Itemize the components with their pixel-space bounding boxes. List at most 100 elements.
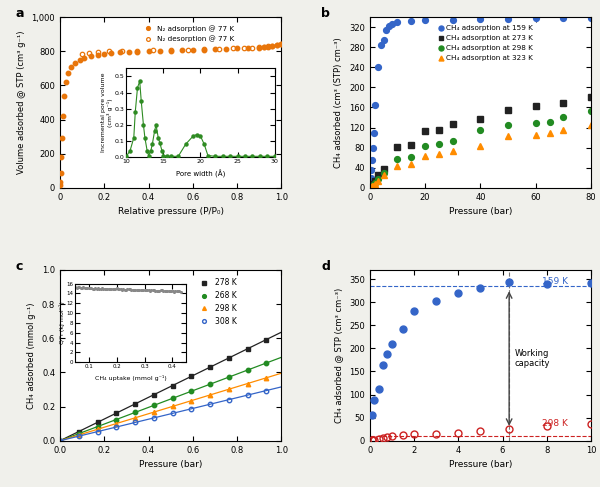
278 K bbox=[113, 410, 120, 416]
N₂ adsorption @ 77 K bbox=[125, 49, 132, 55]
CH₄ adsorption at 273 K bbox=[407, 142, 415, 148]
N₂ adsorption @ 77 K bbox=[260, 44, 267, 50]
Line: 298 K: 298 K bbox=[368, 420, 595, 444]
CH₄ adsorption at 323 K bbox=[449, 148, 457, 154]
CH₄ adsorption at 323 K bbox=[587, 122, 595, 128]
Legend: 278 K, 268 K, 298 K, 308 K: 278 K, 268 K, 298 K, 308 K bbox=[197, 276, 240, 329]
CH₄ adsorption at 323 K bbox=[435, 151, 442, 157]
N₂ adsorption @ 77 K bbox=[211, 46, 218, 52]
N₂ adsorption @ 77 K bbox=[233, 46, 241, 52]
278 K bbox=[169, 383, 176, 389]
CH₄ adsorption at 298 K bbox=[449, 138, 457, 144]
268 K bbox=[169, 395, 176, 401]
Y-axis label: Volume adsorbed @ STP (cm³ g⁻¹): Volume adsorbed @ STP (cm³ g⁻¹) bbox=[17, 31, 26, 174]
308 K bbox=[75, 433, 82, 439]
159 K bbox=[371, 397, 378, 403]
CH₄ adsorption at 323 K bbox=[368, 184, 375, 190]
Text: 298 K: 298 K bbox=[542, 419, 568, 429]
278 K bbox=[263, 337, 270, 342]
268 K bbox=[225, 374, 232, 380]
X-axis label: Pressure (bar): Pressure (bar) bbox=[449, 460, 512, 469]
CH₄ adsorption at 273 K bbox=[532, 104, 539, 110]
298 K bbox=[188, 398, 195, 404]
N₂ adsorption @ 77 K bbox=[200, 47, 208, 53]
278 K bbox=[244, 346, 251, 352]
Y-axis label: CH₄ adsorbed (mmol g⁻¹): CH₄ adsorbed (mmol g⁻¹) bbox=[28, 302, 37, 409]
CH₄ adsorption at 298 K bbox=[505, 122, 512, 128]
CH₄ adsorption at 159 K bbox=[505, 16, 512, 21]
Line: 159 K: 159 K bbox=[368, 279, 595, 419]
CH₄ adsorption at 159 K bbox=[368, 168, 375, 173]
N₂ desorption @ 77 K bbox=[278, 41, 285, 47]
Line: CH₄ adsorption at 159 K: CH₄ adsorption at 159 K bbox=[367, 15, 594, 189]
Line: 268 K: 268 K bbox=[58, 361, 268, 443]
Line: CH₄ adsorption at 273 K: CH₄ adsorption at 273 K bbox=[367, 94, 594, 190]
268 K bbox=[75, 431, 82, 436]
Text: a: a bbox=[16, 7, 24, 20]
CH₄ adsorption at 323 K bbox=[371, 181, 379, 187]
298 K bbox=[56, 438, 64, 444]
268 K bbox=[56, 438, 64, 444]
N₂ adsorption @ 77 K bbox=[76, 57, 83, 63]
308 K bbox=[113, 424, 120, 430]
CH₄ adsorption at 273 K bbox=[367, 184, 374, 190]
CH₄ adsorption at 323 K bbox=[532, 131, 539, 137]
278 K bbox=[206, 364, 214, 370]
CH₄ adsorption at 298 K bbox=[435, 141, 442, 147]
298 K bbox=[477, 428, 484, 433]
308 K bbox=[169, 411, 176, 416]
N₂ adsorption @ 77 K bbox=[72, 60, 79, 66]
298 K bbox=[506, 426, 513, 431]
CH₄ adsorption at 273 K bbox=[421, 128, 428, 134]
298 K bbox=[94, 427, 101, 432]
278 K bbox=[75, 429, 82, 434]
CH₄ adsorption at 298 K bbox=[367, 184, 374, 190]
308 K bbox=[263, 388, 270, 393]
CH₄ adsorption at 323 K bbox=[394, 163, 401, 169]
X-axis label: Pressure (bar): Pressure (bar) bbox=[449, 207, 512, 216]
159 K bbox=[455, 290, 462, 296]
CH₄ adsorption at 273 K bbox=[371, 178, 379, 184]
CH₄ adsorption at 323 K bbox=[368, 184, 376, 189]
CH₄ adsorption at 323 K bbox=[374, 178, 382, 184]
CH₄ adsorption at 273 K bbox=[368, 184, 375, 189]
CH₄ adsorption at 273 K bbox=[369, 182, 376, 187]
N₂ adsorption @ 77 K bbox=[64, 71, 71, 76]
159 K bbox=[433, 298, 440, 304]
CH₄ adsorption at 159 K bbox=[367, 184, 374, 189]
298 K bbox=[169, 404, 176, 410]
N₂ adsorption @ 77 K bbox=[244, 45, 251, 51]
159 K bbox=[379, 362, 386, 368]
N₂ adsorption @ 77 K bbox=[94, 52, 101, 57]
298 K bbox=[543, 423, 550, 429]
159 K bbox=[368, 412, 376, 418]
298 K bbox=[455, 430, 462, 436]
CH₄ adsorption at 298 K bbox=[368, 183, 376, 189]
N₂ adsorption @ 77 K bbox=[156, 48, 163, 54]
278 K bbox=[56, 438, 64, 444]
159 K bbox=[543, 281, 550, 287]
N₂ adsorption @ 77 K bbox=[56, 183, 64, 188]
159 K bbox=[477, 285, 484, 291]
N₂ desorption @ 77 K bbox=[216, 46, 223, 52]
159 K bbox=[587, 280, 595, 286]
CH₄ adsorption at 323 K bbox=[560, 127, 567, 133]
N₂ adsorption @ 77 K bbox=[167, 48, 174, 54]
CH₄ adsorption at 273 K bbox=[449, 121, 457, 127]
CH₄ adsorption at 159 K bbox=[380, 37, 387, 42]
Line: CH₄ adsorption at 323 K: CH₄ adsorption at 323 K bbox=[367, 122, 594, 190]
159 K bbox=[400, 326, 407, 332]
CH₄ adsorption at 273 K bbox=[505, 107, 512, 113]
N₂ adsorption @ 77 K bbox=[189, 47, 196, 53]
CH₄ adsorption at 323 K bbox=[477, 143, 484, 149]
N₂ adsorption @ 77 K bbox=[88, 53, 95, 59]
N₂ adsorption @ 77 K bbox=[107, 50, 115, 56]
N₂ desorption @ 77 K bbox=[249, 45, 256, 51]
298 K bbox=[375, 436, 382, 442]
N₂ adsorption @ 77 K bbox=[269, 43, 276, 49]
308 K bbox=[150, 415, 157, 421]
CH₄ adsorption at 298 K bbox=[560, 113, 567, 119]
CH₄ adsorption at 273 K bbox=[587, 94, 595, 100]
298 K bbox=[113, 421, 120, 427]
N₂ desorption @ 77 K bbox=[273, 42, 280, 48]
